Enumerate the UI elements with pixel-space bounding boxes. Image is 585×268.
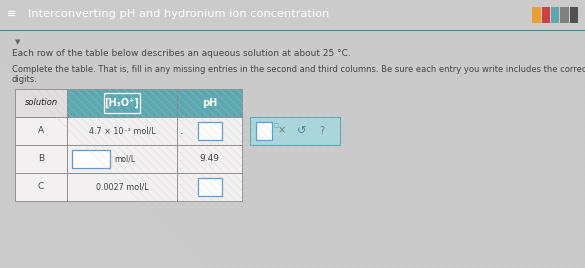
Text: Each row of the table below describes an aqueous solution at about 25 °C.: Each row of the table below describes an… xyxy=(12,49,351,58)
Text: 0.0027 mol/L: 0.0027 mol/L xyxy=(96,182,149,191)
Bar xyxy=(67,173,177,201)
Text: 4.7 × 10⁻¹ mol/L: 4.7 × 10⁻¹ mol/L xyxy=(88,126,156,135)
Bar xyxy=(15,117,67,145)
Text: digits.: digits. xyxy=(12,75,38,84)
Text: [H₃O⁺]: [H₃O⁺] xyxy=(105,98,139,108)
Bar xyxy=(177,173,242,201)
Text: □: □ xyxy=(273,123,278,128)
Bar xyxy=(250,117,340,145)
Bar xyxy=(67,117,177,145)
Text: ≡: ≡ xyxy=(7,9,16,19)
Text: solution: solution xyxy=(25,98,57,107)
Bar xyxy=(67,145,177,173)
Bar xyxy=(72,150,110,168)
Bar xyxy=(198,122,222,140)
Text: pH: pH xyxy=(202,98,217,108)
Text: ?: ? xyxy=(319,126,325,136)
Text: Complete the table. That is, fill in any missing entries in the second and third: Complete the table. That is, fill in any… xyxy=(12,65,585,74)
Bar xyxy=(177,145,242,173)
Text: B: B xyxy=(38,154,44,163)
Bar xyxy=(15,145,67,173)
Bar xyxy=(15,89,67,117)
Bar xyxy=(177,89,242,117)
Text: Interconverting pH and hydronium ion concentration: Interconverting pH and hydronium ion con… xyxy=(28,9,329,19)
Bar xyxy=(198,178,222,196)
Bar xyxy=(15,173,67,201)
Text: C: C xyxy=(38,182,44,191)
Text: ↺: ↺ xyxy=(297,126,307,136)
Bar xyxy=(177,117,242,145)
Bar xyxy=(104,93,140,113)
Text: mol/L: mol/L xyxy=(114,154,135,163)
Bar xyxy=(256,122,272,140)
Text: ×: × xyxy=(278,126,286,136)
Text: A: A xyxy=(38,126,44,135)
Text: 9.49: 9.49 xyxy=(199,154,219,163)
Text: .: . xyxy=(180,126,184,136)
Text: ▼: ▼ xyxy=(15,39,20,45)
Bar xyxy=(67,89,177,117)
